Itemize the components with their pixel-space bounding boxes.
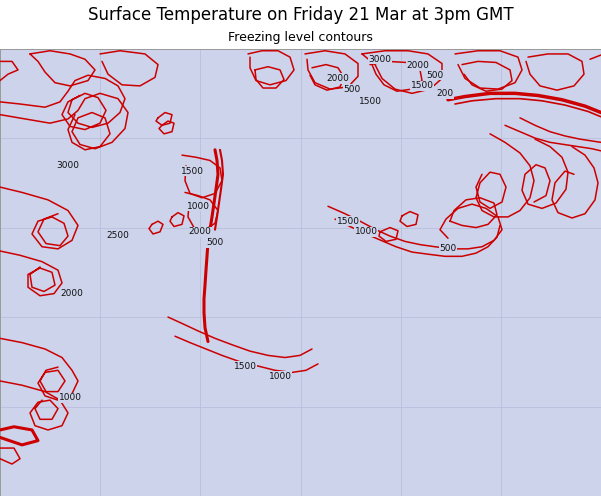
- Text: 500: 500: [439, 245, 457, 253]
- Text: 1000: 1000: [269, 372, 291, 381]
- Text: 1500: 1500: [234, 362, 257, 371]
- Text: 500: 500: [426, 71, 444, 80]
- Text: Freezing level contours: Freezing level contours: [228, 31, 373, 45]
- Text: 2000: 2000: [189, 227, 212, 236]
- Text: 3000: 3000: [368, 55, 391, 64]
- Text: 2000: 2000: [326, 74, 349, 83]
- Text: 1500: 1500: [180, 167, 204, 176]
- Text: 200: 200: [436, 89, 454, 98]
- Text: 500: 500: [206, 238, 224, 247]
- Text: 1000: 1000: [186, 202, 210, 211]
- Text: 500: 500: [343, 85, 361, 94]
- Text: 1500: 1500: [359, 97, 382, 106]
- Text: 1000: 1000: [355, 227, 377, 236]
- Text: 3000: 3000: [56, 161, 79, 170]
- Text: 1500: 1500: [410, 81, 433, 90]
- Text: 2500: 2500: [106, 231, 129, 240]
- Text: 1500: 1500: [337, 217, 359, 226]
- Text: Surface Temperature on Friday 21 Mar at 3pm GMT: Surface Temperature on Friday 21 Mar at …: [88, 5, 513, 24]
- Text: 2000: 2000: [61, 289, 84, 298]
- Text: 1000: 1000: [58, 393, 82, 402]
- Text: 2000: 2000: [406, 61, 430, 70]
